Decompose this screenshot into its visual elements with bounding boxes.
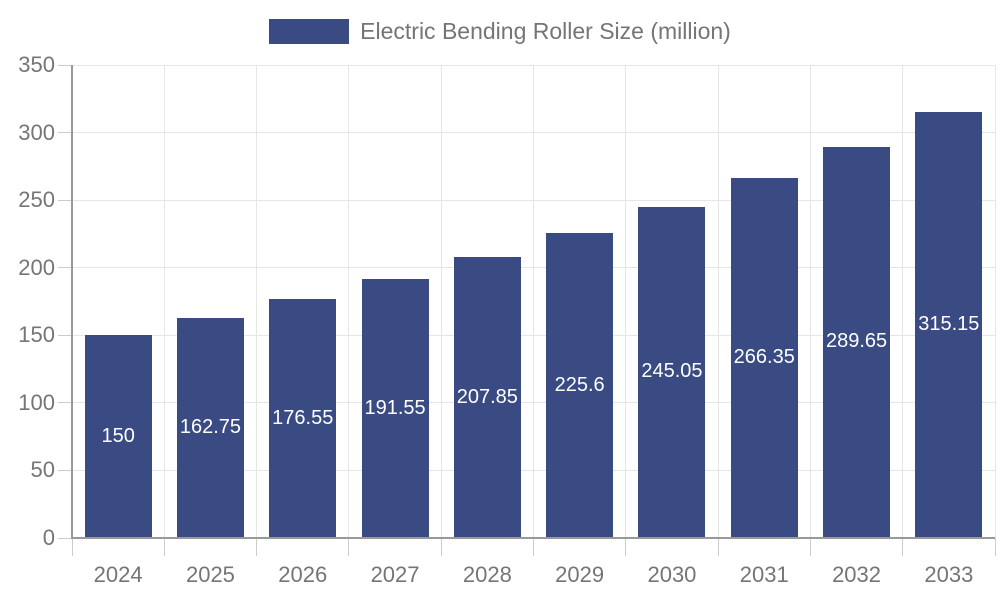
legend-item[interactable]: Electric Bending Roller Size (million) (0, 14, 1000, 48)
x-axis-tick (809, 538, 811, 556)
bar-2029[interactable] (546, 233, 614, 537)
x-axis-tick-label: 2033 (924, 562, 974, 587)
x-gridline (256, 65, 258, 538)
legend-swatch (269, 18, 350, 44)
y-axis-tick (58, 469, 72, 471)
x-axis-tick-label: 2024 (93, 562, 143, 587)
x-axis-tick-label: 2032 (832, 562, 882, 587)
x-axis-line (71, 537, 995, 539)
x-gridline (348, 65, 350, 538)
x-gridline (625, 65, 627, 538)
y-axis-tick-label: 100 (18, 389, 55, 415)
y-axis-tick-label: 250 (18, 187, 55, 213)
bar-2026[interactable] (269, 299, 337, 537)
x-axis-tick-label: 2030 (647, 562, 697, 587)
y-axis-tick (58, 334, 72, 336)
y-axis-tick-label: 200 (18, 254, 55, 280)
bar-2024[interactable] (84, 335, 152, 537)
x-gridline (717, 65, 719, 538)
y-axis-tick-label: 350 (18, 52, 55, 77)
x-axis-tick (71, 538, 73, 556)
y-axis-tick (58, 199, 72, 201)
x-axis-tick (440, 538, 442, 556)
x-gridline (163, 65, 165, 538)
bar-2027[interactable] (361, 279, 429, 537)
x-axis-tick-label: 2026 (278, 562, 328, 587)
x-axis-tick-label: 2028 (462, 562, 512, 587)
x-gridline (440, 65, 442, 538)
x-axis-tick (902, 538, 904, 556)
x-axis-tick (348, 538, 350, 556)
y-axis-line (71, 65, 73, 538)
x-axis-tick-label: 2031 (739, 562, 789, 587)
x-axis-tick (256, 538, 258, 556)
bar-2028[interactable] (453, 257, 521, 537)
y-axis-tick (58, 64, 72, 66)
x-axis-tick (163, 538, 165, 556)
y-axis-tick (58, 402, 72, 404)
x-gridline (902, 65, 904, 538)
x-axis-tick (533, 538, 534, 556)
x-axis-tick (625, 538, 627, 556)
legend-label: Electric Bending Roller Size (million) (360, 17, 731, 44)
x-axis-tick-label: 2025 (185, 562, 235, 587)
x-axis-tick (994, 538, 996, 556)
y-axis-tick-label: 300 (18, 119, 55, 145)
x-axis-tick (717, 538, 719, 556)
y-axis-tick (58, 132, 72, 134)
y-axis-tick (58, 537, 72, 539)
bar-2033[interactable] (915, 112, 983, 537)
x-axis-tick-label: 2029 (555, 562, 605, 587)
y-axis-tick-label: 0 (42, 525, 55, 550)
x-gridline (533, 65, 534, 538)
y-axis-tick-label: 50 (30, 457, 55, 483)
y-axis-tick-label: 150 (18, 322, 55, 348)
bar-2032[interactable] (823, 146, 891, 537)
bar-2031[interactable] (730, 178, 798, 537)
x-gridline (994, 65, 996, 538)
x-axis-tick-label: 2027 (370, 562, 420, 587)
bar-2025[interactable] (176, 318, 244, 537)
bar-2030[interactable] (638, 206, 706, 537)
x-gridline (809, 65, 811, 538)
y-axis-tick (58, 267, 72, 269)
